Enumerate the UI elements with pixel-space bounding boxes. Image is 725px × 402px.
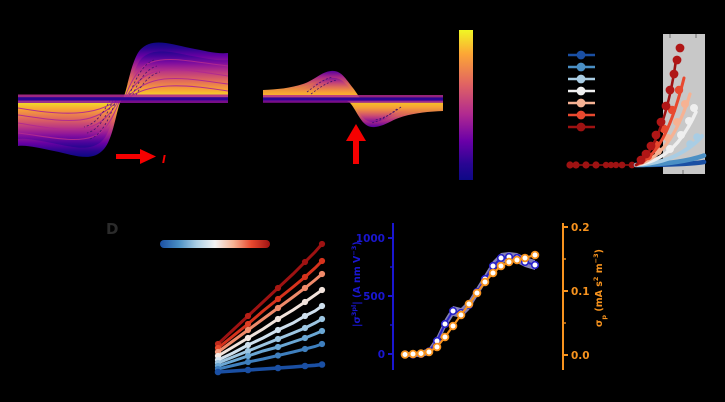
plasma-colorbar-svg <box>459 30 473 180</box>
panel-a-upper-lobe <box>122 42 228 99</box>
right-axis-tick-0p1: 0.1 <box>571 286 590 298</box>
panel-b-lower-lobe <box>347 101 443 128</box>
panel-c-series-salmon <box>634 92 692 167</box>
right-axis-tick-0p0: 0.0 <box>571 350 590 362</box>
left-axis-tick-500: 500 <box>363 291 385 303</box>
panel-a-baseline <box>18 94 228 103</box>
left-axis-label: |σ3pl| (A nm V−3) <box>350 241 363 327</box>
panel-c-series-blue-light <box>634 133 704 167</box>
panel-c-legend <box>568 50 595 132</box>
panel-a-lower-lobe <box>18 100 122 157</box>
panel-e-dual-axis: 1000 500 0 |σ3pl| (A nm V−3) 0.2 0.1 0.0… <box>350 205 610 400</box>
panel-b-svg <box>263 70 443 128</box>
panel-e-svg: 1000 500 0 |σ3pl| (A nm V−3) 0.2 0.1 0.0… <box>350 222 608 370</box>
panel-d-coolwarm-colorbar <box>160 240 270 248</box>
legend-item[interactable] <box>568 110 595 120</box>
panel-e-right-axis: 0.2 0.1 0.0 σp (mA s2 m−3) <box>562 222 608 370</box>
panel-c-baseline-markers <box>566 161 636 169</box>
right-axis-label: σp (mA s2 m−3) <box>592 249 608 327</box>
legend-item[interactable] <box>568 122 595 132</box>
panel-b-baseline <box>263 95 443 103</box>
left-axis-tick-0: 0 <box>378 349 385 361</box>
panel-c-series-darkred <box>634 43 685 167</box>
panel-d-series <box>214 361 326 376</box>
panel-a-waveform: I <box>18 22 228 177</box>
left-axis-tick-1000: 1000 <box>356 233 385 245</box>
panel-d-curve-family <box>214 240 326 376</box>
panel-c-region-ticks <box>669 34 697 174</box>
panel-d: D <box>100 212 350 392</box>
legend-item[interactable] <box>568 74 595 84</box>
legend-item[interactable] <box>568 50 595 60</box>
panel-d-svg: D <box>106 220 326 376</box>
panel-c-series-white <box>634 104 698 167</box>
plasma-colorbar-gradient <box>459 30 473 180</box>
panel-d-series <box>214 270 326 356</box>
legend-item[interactable] <box>568 62 595 72</box>
panel-b-waveform <box>263 22 443 177</box>
panel-d-series <box>214 286 326 360</box>
legend-item[interactable] <box>568 98 595 108</box>
panel-d-series <box>214 257 326 352</box>
panel-e-sigmap-series <box>400 250 540 359</box>
panel-d-series <box>214 240 326 348</box>
panel-b-upper-lobe <box>263 70 362 99</box>
legend-item[interactable] <box>568 86 595 96</box>
right-axis-tick-0p2: 0.2 <box>571 222 590 234</box>
panel-c-scatter <box>540 22 725 187</box>
plasma-colorbar-wrap <box>459 30 473 180</box>
panel-e-sigmap-markers <box>400 250 540 359</box>
panel-e-left-axis: 1000 500 0 |σ3pl| (A nm V−3) <box>350 223 394 370</box>
panel-d-label: D <box>106 220 118 238</box>
panel-c-svg <box>566 34 707 174</box>
panel-a-svg <box>18 42 228 157</box>
